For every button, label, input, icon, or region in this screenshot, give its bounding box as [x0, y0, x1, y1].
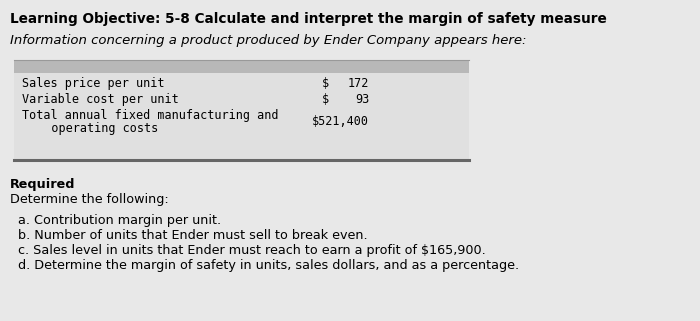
Bar	[14, 73, 469, 160]
Text: Sales price per unit: Sales price per unit	[22, 77, 164, 90]
Text: d. Determine the margin of safety in units, sales dollars, and as a percentage.: d. Determine the margin of safety in uni…	[18, 259, 519, 272]
Text: $: $	[322, 93, 329, 106]
Text: b. Number of units that Ender must sell to break even.: b. Number of units that Ender must sell …	[18, 229, 368, 242]
Text: Learning Objective: 5-8 Calculate and interpret the margin of safety measure: Learning Objective: 5-8 Calculate and in…	[10, 12, 607, 26]
Bar	[14, 60, 469, 73]
Text: 172: 172	[348, 77, 369, 90]
Text: Variable cost per unit: Variable cost per unit	[22, 93, 178, 106]
Text: operating costs: operating costs	[30, 122, 158, 135]
Text: a. Contribution margin per unit.: a. Contribution margin per unit.	[18, 214, 221, 227]
Text: Total annual fixed manufacturing and: Total annual fixed manufacturing and	[22, 109, 279, 122]
Text: $: $	[322, 77, 329, 90]
Text: $521,400: $521,400	[312, 115, 369, 128]
Text: Required: Required	[10, 178, 76, 191]
Text: Information concerning a product produced by Ender Company appears here:: Information concerning a product produce…	[10, 34, 526, 47]
Text: Determine the following:: Determine the following:	[10, 193, 169, 206]
Text: c. Sales level in units that Ender must reach to earn a profit of $165,900.: c. Sales level in units that Ender must …	[18, 244, 486, 257]
Text: 93: 93	[355, 93, 369, 106]
